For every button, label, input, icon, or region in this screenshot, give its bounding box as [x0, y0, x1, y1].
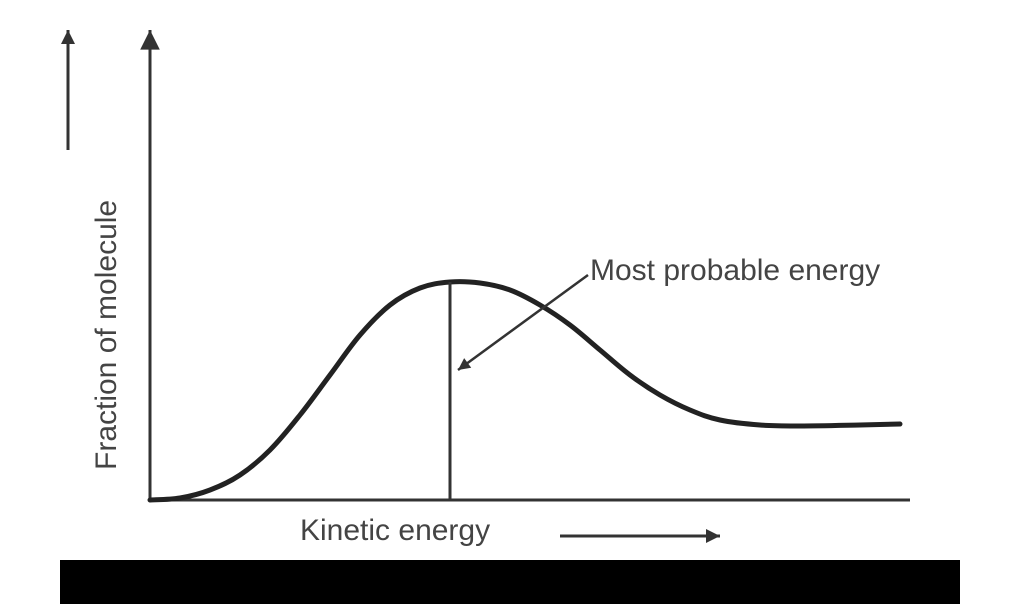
y-axis-label: Fraction of molecule: [90, 200, 124, 470]
chart-container: Fraction of molecule Kinetic energy Most…: [0, 0, 1024, 612]
bottom-black-strip: [60, 560, 960, 604]
distribution-plot: [0, 0, 1024, 612]
most-probable-energy-annotation: Most probable energy: [590, 254, 880, 288]
x-axis-label: Kinetic energy: [300, 514, 490, 548]
